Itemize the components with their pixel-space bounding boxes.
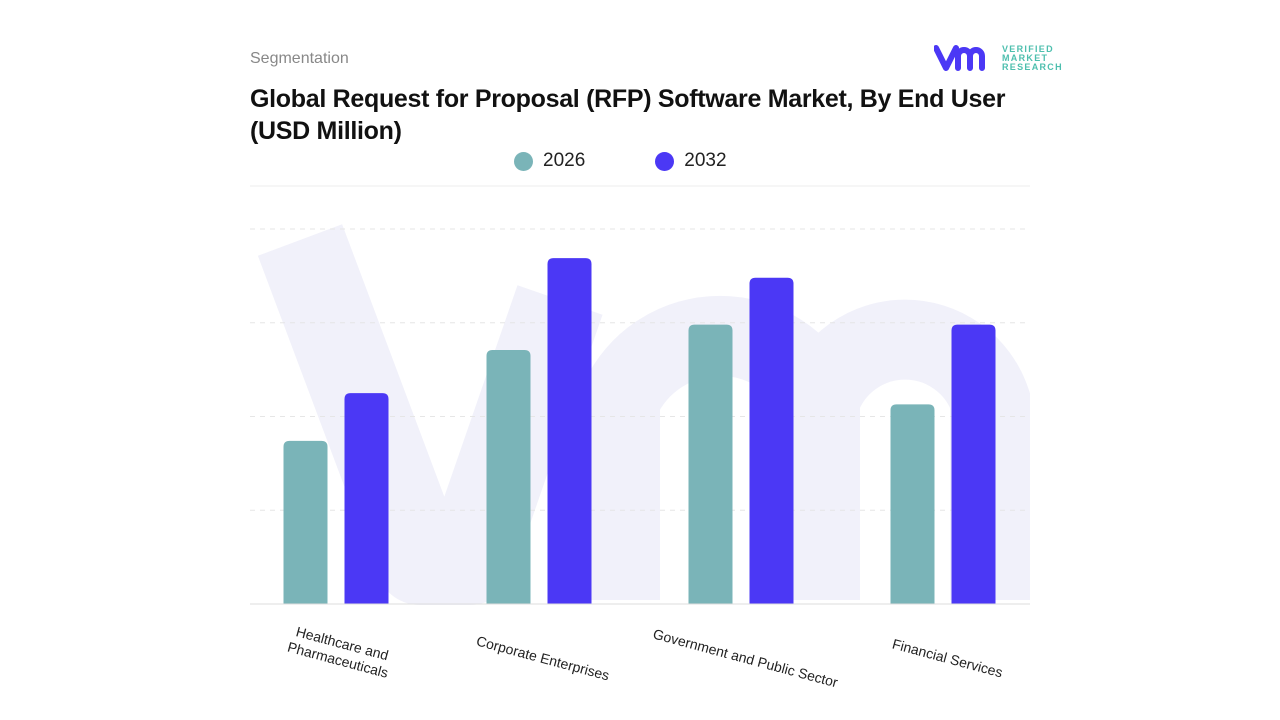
legend-item-2026: 2026 bbox=[514, 150, 585, 172]
legend-swatch-2032 bbox=[655, 151, 675, 171]
chart-title: Global Request for Proposal (RFP) Softwa… bbox=[250, 85, 1006, 145]
bar-2026-1 bbox=[486, 349, 531, 604]
bar-2026-3 bbox=[890, 404, 935, 604]
bar-2032-2 bbox=[749, 277, 794, 604]
logo-line-3: RESEARCH bbox=[1002, 61, 1063, 72]
legend: 2026 2032 bbox=[514, 150, 727, 172]
bar-2026-2 bbox=[688, 324, 733, 604]
bar-2026-0 bbox=[283, 440, 328, 604]
bar-2032-0 bbox=[344, 393, 389, 604]
vmr-logo: VERIFIED MARKET RESEARCH bbox=[934, 44, 1063, 72]
logo-line-1: VERIFIED bbox=[1002, 43, 1054, 54]
bar-2032-3 bbox=[951, 324, 996, 604]
logo-line-2: MARKET bbox=[1002, 52, 1049, 63]
vmr-logo-icon bbox=[934, 45, 985, 71]
legend-label-2032: 2032 bbox=[684, 150, 727, 171]
legend-swatch-2026 bbox=[514, 151, 533, 171]
segment-label: Segmentation bbox=[250, 50, 349, 67]
legend-label-2026: 2026 bbox=[543, 150, 586, 171]
legend-item-2032: 2032 bbox=[655, 150, 727, 172]
bar-2032-1 bbox=[547, 258, 592, 604]
